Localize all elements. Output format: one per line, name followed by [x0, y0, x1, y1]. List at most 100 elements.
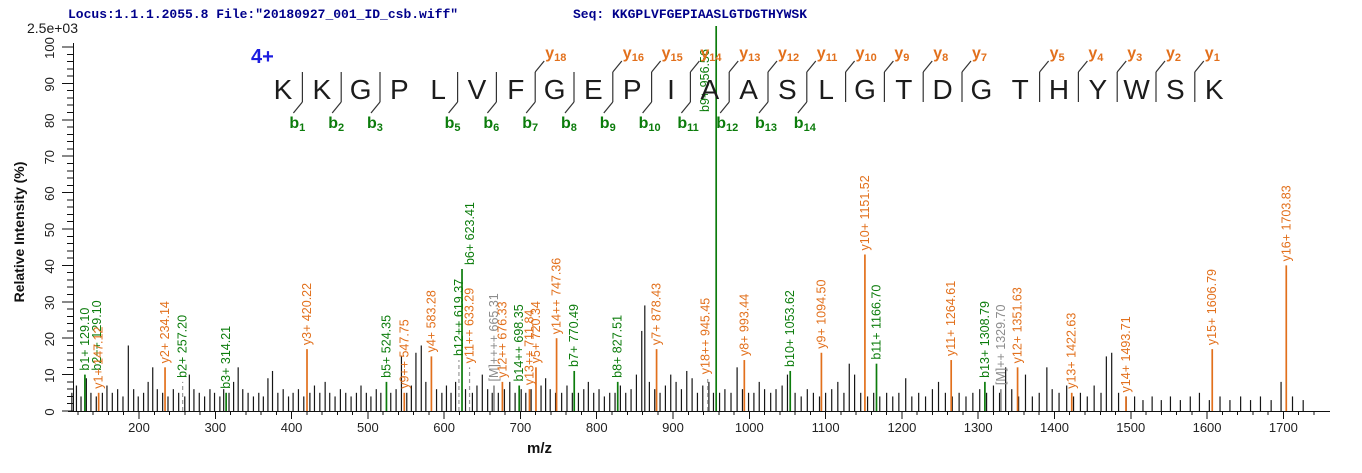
peak-label[interactable]: y13++ 711.84 [522, 310, 536, 386]
y-ion-label: y9 [894, 45, 909, 64]
y-tick-label: 20 [42, 332, 57, 346]
y-tick-label: 50 [42, 223, 57, 237]
peak-label[interactable]: y10+ 1151.52 [858, 175, 872, 250]
x-tick-label: 1500 [1116, 420, 1145, 435]
x-tick-label: 1300 [964, 420, 993, 435]
y-tick-label: 0 [42, 408, 57, 415]
cleavage-mark-y [883, 60, 894, 73]
peak-label[interactable]: y11+ 1264.61 [944, 281, 958, 356]
sequence-residue: V [468, 74, 487, 105]
peak-label[interactable]: y1+ 147.12 [92, 327, 106, 389]
sequence-ladder: K K G P L V F G E P I A A S L G T D G T H Y W S Kb1 b2 b3 b5 b6y18b7… [274, 45, 1224, 134]
cleavage-mark-y [1194, 60, 1205, 73]
peak-label[interactable]: b9+ 956.56 [698, 49, 712, 112]
peak-label[interactable]: b8+ 827.51 [611, 315, 625, 378]
peak-label[interactable]: y12++ 676.33 [495, 301, 509, 378]
peak-label[interactable]: y14+ 1493.71 [1119, 316, 1133, 392]
peak-label[interactable]: y9+ 1094.50 [814, 280, 828, 349]
cleavage-mark-y [1116, 60, 1127, 73]
sequence-header-text: Seq: KKGPLVFGEPIAASLGTDGTHYWSK [573, 7, 807, 22]
cleavage-mark-y [1155, 60, 1166, 73]
peak-label[interactable]: b11+ 1166.70 [869, 285, 883, 360]
cleavage-mark-b [370, 101, 381, 114]
x-tick-label: 700 [510, 420, 532, 435]
y-ion-label: y15 [662, 45, 683, 64]
cleavage-mark-y [806, 60, 817, 73]
y-ion-label: y2 [1166, 45, 1181, 64]
cleavage-mark-b [564, 101, 575, 114]
x-tick-label: 1600 [1193, 420, 1222, 435]
peak-label[interactable]: y15+ 1606.79 [1205, 269, 1219, 345]
peak-label[interactable]: y5+ 720.34 [529, 301, 543, 363]
peak-label[interactable]: y9++ 547.75 [397, 319, 411, 389]
y-ion-label: y1 [1205, 45, 1220, 64]
peak-label[interactable]: y18++ 945.45 [699, 298, 713, 375]
peak-label[interactable]: [M]++++ 665.31 [487, 293, 501, 381]
cleavage-mark-b [680, 101, 691, 114]
peak-label[interactable]: b3+ 314.21 [219, 326, 233, 389]
peak-label[interactable]: y13+ 1422.63 [1065, 313, 1079, 389]
peak-label[interactable]: y11++ 633.29 [463, 288, 477, 364]
peak-label[interactable]: b1+ 129.10 [78, 308, 92, 371]
cleavage-mark-y [612, 60, 623, 73]
locus-file-text: Locus:1.1.1.2055.8 File:"20180927_001_ID… [68, 7, 458, 22]
sequence-residue: G [971, 74, 993, 105]
cleavage-mark-y [728, 60, 739, 73]
b-ion-label: b14 [794, 115, 817, 134]
cleavage-mark-b [331, 101, 342, 114]
cleavage-mark-y [651, 60, 662, 73]
peak-label[interactable]: b12++ 619.37 [452, 279, 466, 356]
peak-label[interactable]: b14++ 698.35 [512, 304, 526, 381]
y-ion-label: y3 [1127, 45, 1142, 64]
x-tick-label: 300 [204, 420, 226, 435]
y-tick-label: 90 [42, 77, 57, 91]
sequence-residue: W [1123, 74, 1150, 105]
sequence-residue: F [507, 74, 524, 105]
y-tick-label: 10 [42, 368, 57, 382]
sequence-residue: T [895, 74, 912, 105]
b-ion-label: b2 [328, 115, 344, 134]
peak-label[interactable]: y4+ 583.28 [424, 290, 438, 352]
peak-label[interactable]: y2+ 234.14 [158, 301, 172, 363]
cleavage-mark-y [534, 60, 545, 73]
axes: 200 300 400 500 600 700 800 900 1000 1100 1200 1300… [42, 37, 1330, 435]
peak-label[interactable]: b7+ 770.49 [567, 304, 581, 367]
sequence-residue: D [932, 74, 952, 105]
peak-label[interactable]: b6+ 623.41 [463, 202, 477, 265]
cleavage-mark-b [797, 101, 808, 114]
cleavage-mark-b [642, 101, 653, 114]
cleavage-mark-b [486, 101, 497, 114]
peak-label[interactable]: y7+ 878.43 [650, 283, 664, 345]
b-ion-label: b10 [639, 115, 661, 134]
cleavage-mark-b [525, 101, 536, 114]
b-ion-label: b13 [755, 115, 777, 134]
x-tick-label: 900 [662, 420, 684, 435]
y-tick-label: 40 [42, 259, 57, 273]
peak-label[interactable]: y8+ 993.44 [737, 294, 751, 356]
x-tick-label: 1700 [1269, 420, 1298, 435]
sequence-residue: Y [1088, 74, 1107, 105]
peak-label[interactable]: y14++ 747.36 [550, 258, 564, 335]
peak-label[interactable]: y3+ 420.22 [300, 283, 314, 345]
peak-label[interactable]: b13+ 1308.79 [978, 301, 992, 378]
peak-label[interactable]: [M]++ 1329.70 [994, 304, 1008, 385]
y-axis-max-counts-label: 2.5e+03 [27, 20, 78, 36]
precursor-charge-label: 4+ [251, 46, 274, 68]
peak-label[interactable]: b5+ 524.35 [379, 315, 393, 378]
sequence-residue: S [778, 74, 797, 105]
peak-label[interactable]: b10+ 1053.62 [783, 290, 797, 367]
b-ion-label: b8 [561, 115, 577, 134]
peak-label[interactable]: b2+ 257.20 [176, 315, 190, 378]
sequence-residue: I [667, 74, 675, 105]
y-ion-label: y14 [700, 45, 722, 64]
b-ion-label: b12 [716, 115, 738, 134]
x-tick-label: 400 [281, 420, 303, 435]
y-ion-label: y10 [856, 45, 877, 64]
peak-label[interactable]: y12+ 1351.63 [1011, 287, 1025, 363]
peak-label[interactable]: y16+ 1703.83 [1279, 185, 1293, 261]
y-axis-title: Relative Intensity (%) [11, 162, 27, 303]
peak-label[interactable]: b2++ 129.10 [90, 300, 104, 370]
y-ion-label: y5 [1050, 45, 1065, 64]
y-ion-label: y13 [739, 45, 760, 64]
